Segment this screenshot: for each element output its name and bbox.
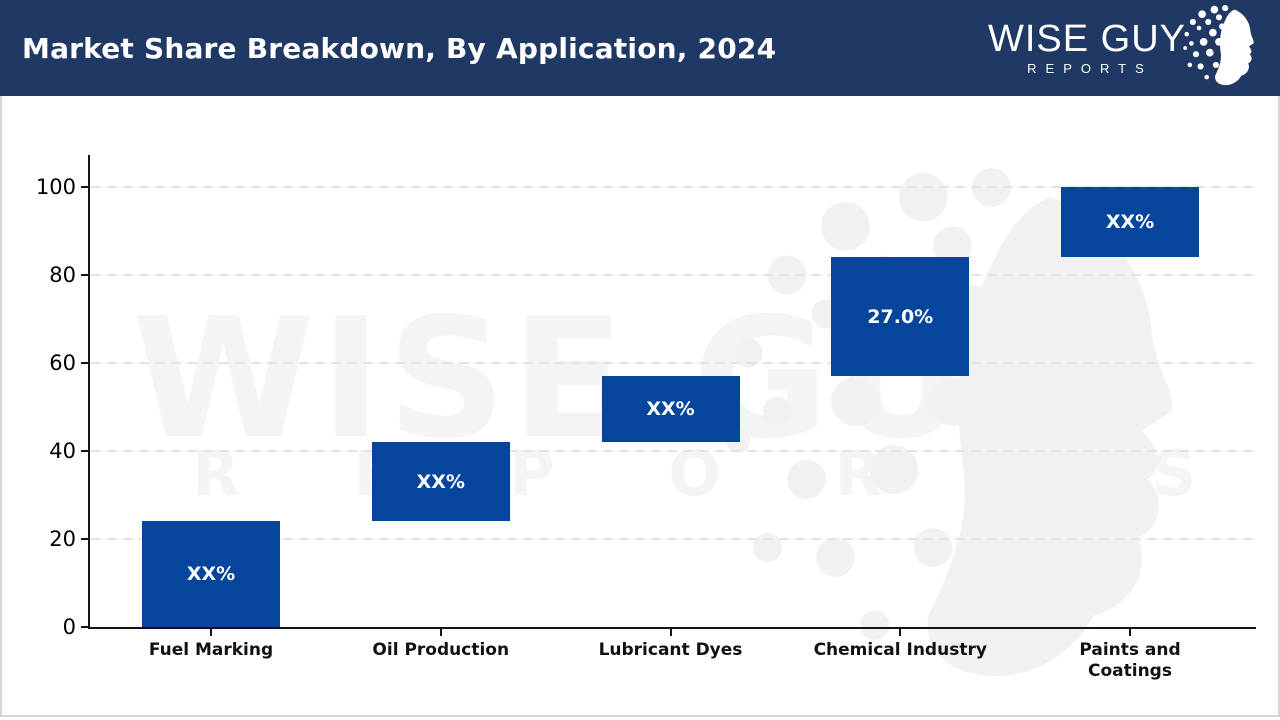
logo-text: WISE GUY REPORTS <box>988 20 1186 76</box>
y-tick-60 <box>81 362 90 364</box>
bar-value-label: XX% <box>416 470 465 493</box>
y-tick-label-40: 40 <box>49 439 76 463</box>
wiseguy-face-icon <box>1180 5 1258 91</box>
wiseguy-logo: WISE GUY REPORTS <box>988 5 1258 91</box>
y-tick-label-0: 0 <box>62 615 76 639</box>
gridline-20 <box>91 538 1255 540</box>
y-tick-label-80: 80 <box>49 263 76 287</box>
bar-fuel-marking: XX% <box>142 521 280 627</box>
x-axis-line <box>88 627 1256 629</box>
x-tick-4 <box>1129 629 1131 636</box>
y-tick-80 <box>81 274 90 276</box>
gridline-60 <box>91 362 1255 364</box>
gridline-100 <box>91 186 1255 188</box>
bar-value-label: 27.0% <box>867 305 934 328</box>
bar-value-label: XX% <box>186 563 236 586</box>
y-tick-label-20: 20 <box>49 527 76 551</box>
x-tick-1 <box>439 629 442 636</box>
y-tick-0 <box>81 626 90 628</box>
x-tick-0 <box>210 629 212 636</box>
y-tick-label-60: 60 <box>49 351 76 375</box>
y-tick-label-100: 100 <box>35 175 76 199</box>
bar-chemical-industry: 27.0% <box>831 257 970 377</box>
x-category-label-3: Chemical Industry <box>813 640 987 660</box>
bar-value-label: XX% <box>1105 211 1155 234</box>
y-tick-40 <box>81 450 90 452</box>
x-category-label-1: Oil Production <box>372 640 510 660</box>
y-axis-line <box>88 155 90 629</box>
x-tick-2 <box>669 629 672 636</box>
bar-value-label: XX% <box>646 398 695 421</box>
x-tick-3 <box>899 629 902 636</box>
logo-subtitle: REPORTS <box>1027 61 1153 76</box>
x-category-label-0: Fuel Marking <box>148 640 274 660</box>
bar-paints-and-coatings: XX% <box>1061 187 1199 258</box>
logo-wordmark: WISE GUY <box>987 18 1186 60</box>
bar-lubricant-dyes: XX% <box>601 376 740 443</box>
x-category-label-4: Paints and Coatings <box>1079 640 1181 682</box>
gridline-80 <box>91 274 1255 276</box>
y-tick-20 <box>81 538 90 540</box>
x-category-label-2: Lubricant Dyes <box>598 640 743 660</box>
header-bar: Market Share Breakdown, By Application, … <box>0 0 1280 96</box>
page-title: Market Share Breakdown, By Application, … <box>22 31 777 65</box>
y-tick-100 <box>81 186 90 188</box>
bar-oil-production: XX% <box>371 442 510 522</box>
gridline-40 <box>91 450 1255 452</box>
